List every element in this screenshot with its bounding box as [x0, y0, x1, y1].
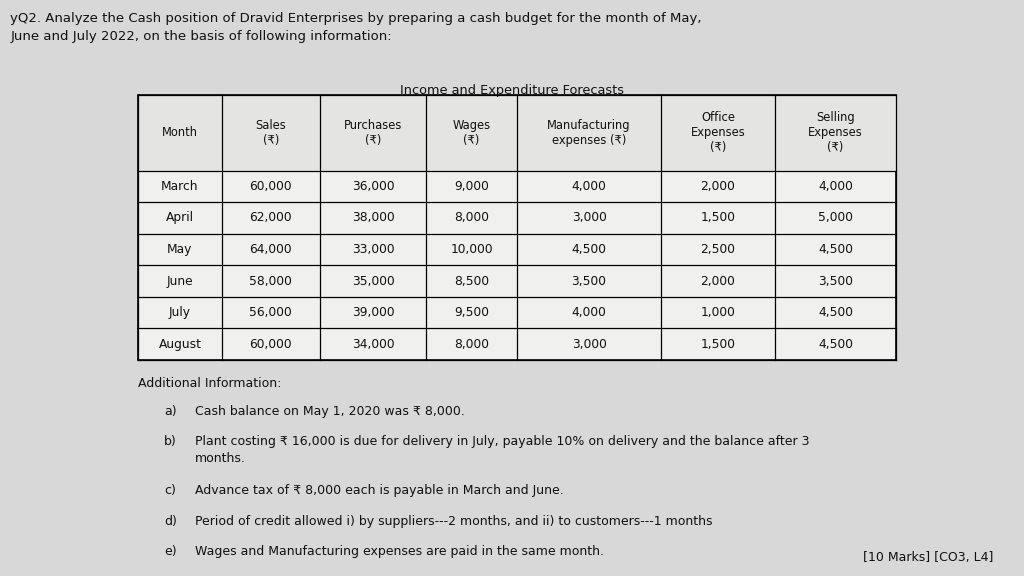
Text: Manufacturing
expenses (₹): Manufacturing expenses (₹) [548, 119, 631, 147]
Text: 38,000: 38,000 [352, 211, 394, 225]
Text: 4,000: 4,000 [571, 180, 606, 193]
Text: 10,000: 10,000 [451, 243, 493, 256]
Text: Plant costing ₹ 16,000 is due for delivery in July, payable 10% on delivery and : Plant costing ₹ 16,000 is due for delive… [195, 435, 809, 465]
Text: 9,000: 9,000 [455, 180, 489, 193]
Text: 35,000: 35,000 [352, 275, 394, 287]
Text: d): d) [164, 515, 177, 528]
Text: 2,000: 2,000 [700, 275, 735, 287]
Text: 2,000: 2,000 [700, 180, 735, 193]
Text: 9,500: 9,500 [455, 306, 489, 319]
Text: 1,000: 1,000 [700, 306, 735, 319]
Text: Wages
(₹): Wages (₹) [453, 119, 490, 147]
Text: Purchases
(₹): Purchases (₹) [344, 119, 402, 147]
Text: July: July [169, 306, 190, 319]
Text: Period of credit allowed i) by suppliers---2 months, and ii) to customers---1 mo: Period of credit allowed i) by suppliers… [195, 515, 712, 528]
Text: 64,000: 64,000 [250, 243, 292, 256]
Text: Wages and Manufacturing expenses are paid in the same month.: Wages and Manufacturing expenses are pai… [195, 545, 603, 558]
Text: 8,000: 8,000 [455, 338, 489, 351]
Text: 3,000: 3,000 [571, 211, 606, 225]
Text: 5,000: 5,000 [818, 211, 853, 225]
Text: 3,500: 3,500 [818, 275, 853, 287]
Text: b): b) [164, 435, 176, 449]
Text: 33,000: 33,000 [352, 243, 394, 256]
Text: August: August [159, 338, 202, 351]
Text: 4,500: 4,500 [818, 338, 853, 351]
Text: March: March [161, 180, 199, 193]
Text: Office
Expenses
(₹): Office Expenses (₹) [690, 111, 745, 154]
Text: yQ2. Analyze the Cash position of Dravid Enterprises by preparing a cash budget : yQ2. Analyze the Cash position of Dravid… [10, 12, 701, 43]
Text: a): a) [164, 405, 176, 418]
Text: 4,500: 4,500 [818, 243, 853, 256]
Bar [138, 95, 896, 170]
Text: Additional Information:: Additional Information: [138, 377, 282, 391]
Text: 4,000: 4,000 [818, 180, 853, 193]
Text: 1,500: 1,500 [700, 211, 735, 225]
Text: Income and Expenditure Forecasts: Income and Expenditure Forecasts [400, 84, 624, 97]
Text: 56,000: 56,000 [250, 306, 292, 319]
Text: 34,000: 34,000 [352, 338, 394, 351]
Text: 4,500: 4,500 [818, 306, 853, 319]
Text: Advance tax of ₹ 8,000 each is payable in March and June.: Advance tax of ₹ 8,000 each is payable i… [195, 484, 563, 497]
Text: 36,000: 36,000 [352, 180, 394, 193]
Text: 4,500: 4,500 [571, 243, 606, 256]
Text: Selling
Expenses
(₹): Selling Expenses (₹) [808, 111, 863, 154]
Text: [10 Marks] [CO3, L4]: [10 Marks] [CO3, L4] [863, 551, 993, 564]
Text: 39,000: 39,000 [352, 306, 394, 319]
Text: 58,000: 58,000 [250, 275, 292, 287]
Text: 3,500: 3,500 [571, 275, 606, 287]
Text: Month: Month [162, 126, 198, 139]
Text: 60,000: 60,000 [250, 338, 292, 351]
Text: Cash balance on May 1, 2020 was ₹ 8,000.: Cash balance on May 1, 2020 was ₹ 8,000. [195, 405, 465, 418]
Text: c): c) [164, 484, 176, 497]
Bar [138, 95, 896, 360]
Text: 8,000: 8,000 [455, 211, 489, 225]
Text: 1,500: 1,500 [700, 338, 735, 351]
Text: 4,000: 4,000 [571, 306, 606, 319]
Text: May: May [167, 243, 193, 256]
Text: 2,500: 2,500 [700, 243, 735, 256]
Text: 8,500: 8,500 [454, 275, 489, 287]
Text: Sales
(₹): Sales (₹) [255, 119, 287, 147]
Text: 3,000: 3,000 [571, 338, 606, 351]
Text: 62,000: 62,000 [250, 211, 292, 225]
Text: April: April [166, 211, 194, 225]
Text: e): e) [164, 545, 176, 558]
Text: June: June [167, 275, 194, 287]
Text: 60,000: 60,000 [250, 180, 292, 193]
